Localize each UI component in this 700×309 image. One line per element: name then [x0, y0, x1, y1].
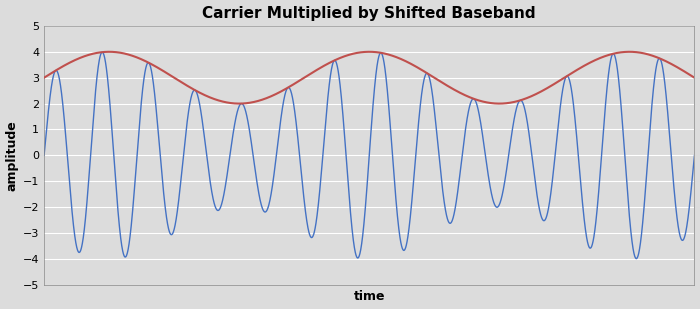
X-axis label: time: time — [354, 290, 385, 303]
Y-axis label: amplitude: amplitude — [6, 120, 19, 191]
Title: Carrier Multiplied by Shifted Baseband: Carrier Multiplied by Shifted Baseband — [202, 6, 536, 21]
